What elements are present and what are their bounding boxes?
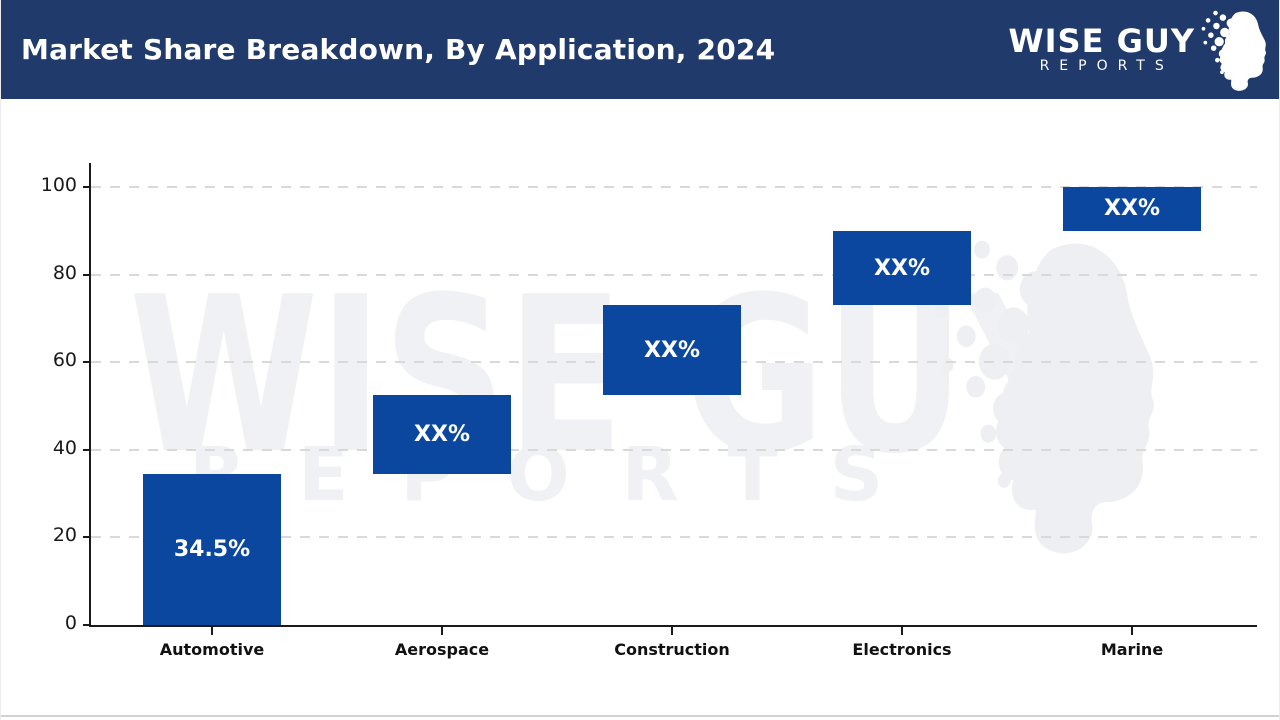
y-tick-mark: [83, 448, 91, 451]
x-tick-mark: [671, 627, 673, 635]
brand-head-icon: [1201, 10, 1266, 91]
x-tick-mark: [441, 627, 443, 635]
brand-subname: REPORTS: [1039, 57, 1174, 74]
brand-name: WISE GUY: [1008, 22, 1195, 60]
bar-value-label: 34.5%: [173, 536, 251, 562]
gridline: [91, 448, 1257, 451]
bottom-border: [1, 715, 1279, 717]
brand-logo: WISE GUY REPORTS: [1008, 7, 1271, 93]
y-tick-mark: [83, 186, 91, 188]
x-tick-label: Construction: [614, 640, 730, 659]
bar-construction: XX%: [603, 305, 741, 396]
x-tick-mark: [211, 627, 213, 635]
bar-marine: XX%: [1063, 187, 1201, 231]
x-tick-label: Electronics: [852, 640, 952, 659]
x-tick-mark: [1131, 627, 1133, 635]
bar-value-label: XX%: [414, 421, 470, 447]
brand-text: WISE GUY REPORTS: [1008, 22, 1195, 74]
x-tick-mark: [901, 627, 903, 635]
x-tick-label: Marine: [1100, 640, 1164, 659]
watermark-head-icon: [934, 240, 1154, 554]
y-axis-line: [89, 163, 91, 627]
page-title: Market Share Breakdown, By Application, …: [21, 33, 776, 66]
y-tick-mark: [83, 273, 91, 276]
y-tick-label: 60: [52, 349, 77, 372]
bar-aerospace: XX%: [373, 395, 511, 474]
bar-value-label: XX%: [874, 255, 930, 281]
gridline: [91, 186, 1257, 188]
y-tick-label: 80: [52, 261, 77, 284]
x-axis-line: [89, 625, 1257, 627]
gridline: [91, 536, 1257, 539]
x-tick-label: Aerospace: [394, 640, 490, 659]
y-tick-mark: [83, 536, 91, 539]
bar-electronics: XX%: [833, 230, 971, 306]
bar-automotive: 34.5%: [143, 473, 281, 625]
y-tick-label: 40: [52, 436, 77, 459]
y-tick-label: 100: [40, 174, 77, 196]
header-bar: Market Share Breakdown, By Application, …: [1, 0, 1279, 99]
y-tick-label: 20: [52, 524, 77, 547]
bar-value-label: XX%: [1104, 196, 1160, 222]
y-tick-mark: [83, 624, 91, 626]
y-tick-label: 0: [64, 612, 77, 634]
y-tick-mark: [83, 361, 91, 364]
gridline: [91, 273, 1257, 276]
x-tick-label: Automotive: [159, 640, 265, 659]
bar-value-label: XX%: [644, 337, 700, 363]
